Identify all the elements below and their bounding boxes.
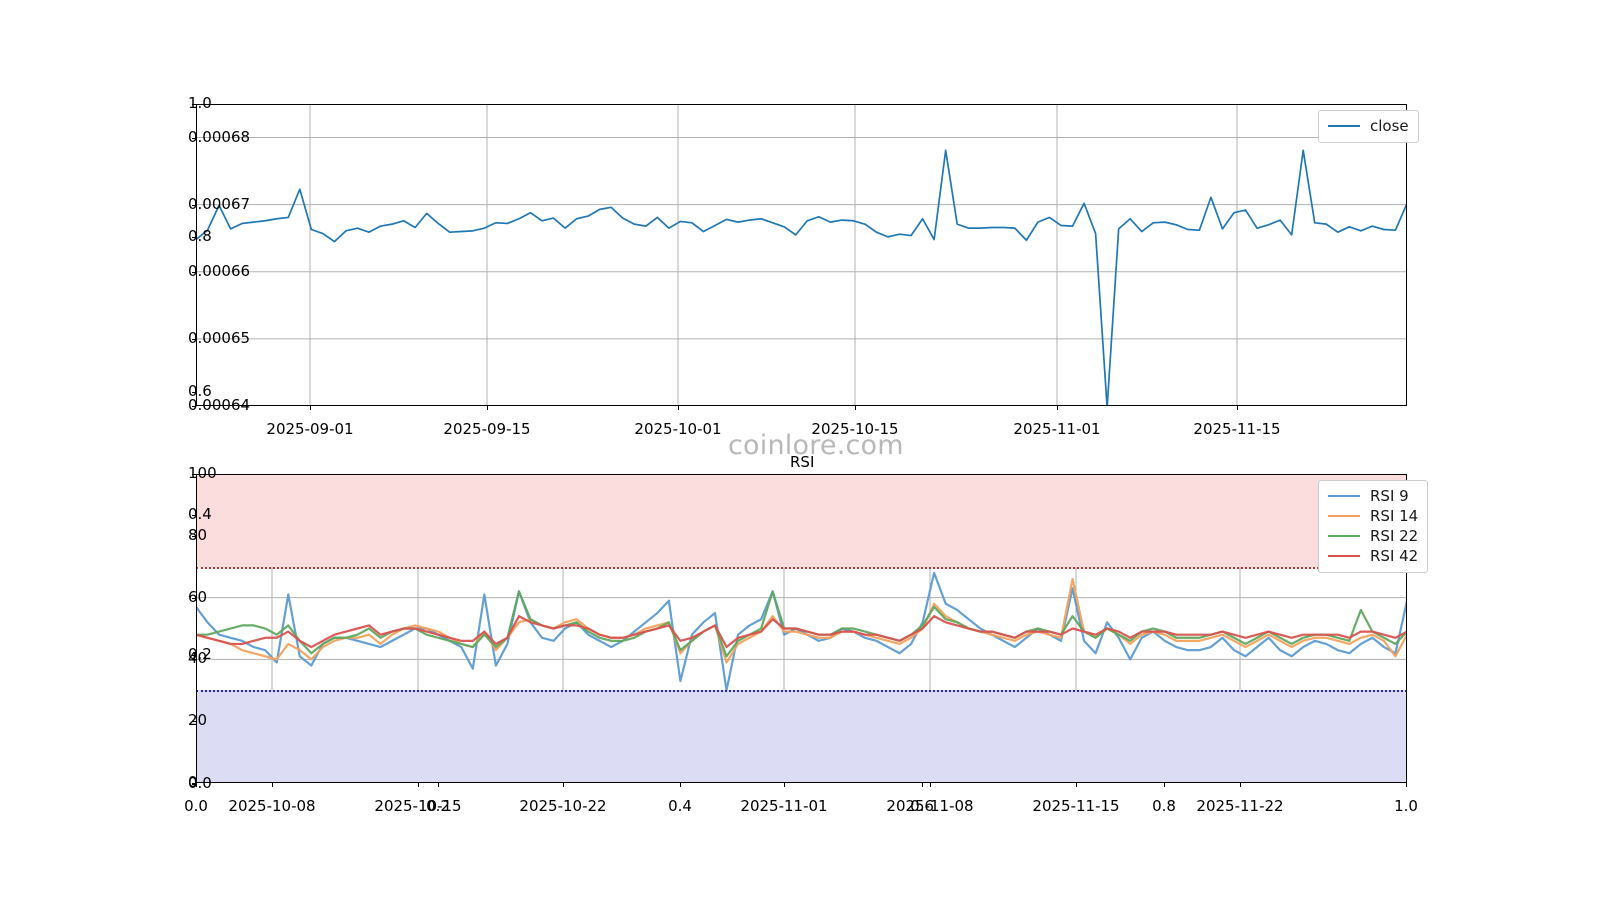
price-x-tick-label: 2025-09-15 — [443, 420, 531, 438]
rsi-x-tick-mark — [563, 783, 564, 787]
price-x-tick-label: 2025-11-15 — [1193, 420, 1281, 438]
price-axes-frame — [196, 104, 1407, 406]
rsi-y-tick-mark — [192, 783, 196, 784]
rsi-y-tick-mark-normalized — [192, 655, 196, 656]
price-x-tick-mark — [1057, 406, 1058, 410]
rsi-chart-panel — [196, 474, 1407, 783]
rsi-x-tick-mark-normalized — [196, 783, 197, 787]
overbought-threshold-line — [196, 566, 1407, 569]
rsi-y-tick-mark-normalized — [192, 515, 196, 516]
rsi-series-line-0 — [196, 571, 1407, 692]
rsi-x-tick-mark-normalized — [1164, 783, 1165, 787]
price-x-tick-mark — [855, 406, 856, 410]
rsi-x-tick-label: 2025-10-15 — [374, 797, 462, 815]
rsi-x-tick-mark — [1240, 783, 1241, 787]
price-x-tick-mark — [1237, 406, 1238, 410]
rsi-x-tick-label-normalized: 0.4 — [668, 797, 692, 815]
legend-swatch-line-icon — [1328, 495, 1360, 497]
price-x-tick-label: 2025-09-01 — [266, 420, 354, 438]
rsi-y-tick-mark-normalized — [192, 784, 196, 785]
legend-item[interactable]: RSI 9 — [1328, 486, 1418, 506]
oversold-band — [196, 690, 1407, 783]
rsi-x-tick-label: 2025-11-01 — [740, 797, 828, 815]
rsi-x-tick-label: 2025-11-08 — [886, 797, 974, 815]
price-x-tick-label: 2025-10-15 — [811, 420, 899, 438]
legend-swatch-line-icon — [1328, 125, 1360, 127]
rsi-x-tick-label: 2025-11-22 — [1196, 797, 1284, 815]
legend-swatch-line-icon — [1328, 555, 1360, 557]
price-y-tick-mark — [192, 204, 196, 206]
legend-label: RSI 9 — [1370, 487, 1409, 505]
legend-label: RSI 22 — [1370, 527, 1419, 545]
rsi-y-tick-mark — [192, 721, 196, 723]
rsi-axes-frame — [196, 474, 1407, 783]
legend-item[interactable]: RSI 14 — [1328, 506, 1418, 526]
legend-label: RSI 14 — [1370, 507, 1419, 525]
rsi-y-tick-mark — [192, 597, 196, 599]
price-x-tick-label: 2025-10-01 — [634, 420, 722, 438]
rsi-x-tick-mark — [930, 783, 931, 787]
rsi-x-tick-label-normalized: 0.8 — [1152, 797, 1176, 815]
rsi-x-tick-label-normalized: 0.6 — [910, 797, 934, 815]
rsi-x-tick-mark-normalized — [1406, 783, 1407, 787]
overbought-band — [196, 474, 1407, 567]
legend-swatch-line-icon — [1328, 515, 1360, 517]
rsi-x-tick-mark — [1076, 783, 1077, 787]
rsi-x-tick-mark — [272, 783, 273, 787]
rsi-x-tick-label: 2025-11-15 — [1032, 797, 1120, 815]
price-x-tick-label: 2025-11-01 — [1013, 420, 1101, 438]
price-chart-panel — [196, 104, 1407, 406]
legend-label: close — [1370, 117, 1409, 135]
legend-item[interactable]: RSI 22 — [1328, 526, 1418, 546]
price-y-tick-mark — [192, 137, 196, 139]
price-y-tick-mark-normalized — [192, 237, 196, 238]
rsi-legend[interactable]: RSI 9 RSI 14 RSI 22 RSI 42 — [1318, 480, 1429, 573]
rsi-y-tick-mark — [192, 535, 196, 537]
price-plot-area — [196, 104, 1407, 406]
price-y-tick-mark — [192, 271, 196, 273]
rsi-x-tick-label-normalized: 0.2 — [426, 797, 450, 815]
rsi-panel-title: RSI — [790, 453, 815, 471]
price-x-tick-mark — [678, 406, 679, 410]
price-x-tick-mark — [310, 406, 311, 410]
price-y-tick-mark-normalized — [192, 392, 196, 393]
price-x-tick-mark — [487, 406, 488, 410]
watermark: coinlore.com — [728, 430, 904, 461]
rsi-x-tick-mark-normalized — [438, 783, 439, 787]
rsi-series-line-3 — [196, 615, 1407, 649]
price-y-tick-mark — [192, 338, 196, 340]
price-legend[interactable]: close — [1318, 110, 1419, 143]
rsi-y-tick-mark — [192, 474, 196, 475]
legend-item[interactable]: RSI 42 — [1328, 546, 1418, 566]
rsi-x-tick-label: 2025-10-08 — [228, 797, 316, 815]
rsi-x-tick-mark — [784, 783, 785, 787]
rsi-x-tick-mark-normalized — [922, 783, 923, 787]
price-y-tick-mark — [192, 406, 196, 407]
legend-swatch-line-icon — [1328, 535, 1360, 537]
rsi-x-tick-label: 2025-10-22 — [519, 797, 607, 815]
legend-item[interactable]: close — [1328, 116, 1409, 136]
price-y-tick-mark-normalized — [192, 104, 196, 105]
rsi-x-tick-label-normalized: 0.0 — [184, 797, 208, 815]
oversold-threshold-line — [196, 690, 1407, 693]
rsi-x-tick-mark-normalized — [680, 783, 681, 787]
price-close-line — [196, 149, 1407, 406]
rsi-series-line-1 — [196, 577, 1407, 664]
rsi-x-tick-mark — [418, 783, 419, 787]
rsi-y-tick-mark — [192, 659, 196, 661]
legend-label: RSI 42 — [1370, 547, 1419, 565]
rsi-x-tick-label-normalized: 1.0 — [1394, 797, 1418, 815]
